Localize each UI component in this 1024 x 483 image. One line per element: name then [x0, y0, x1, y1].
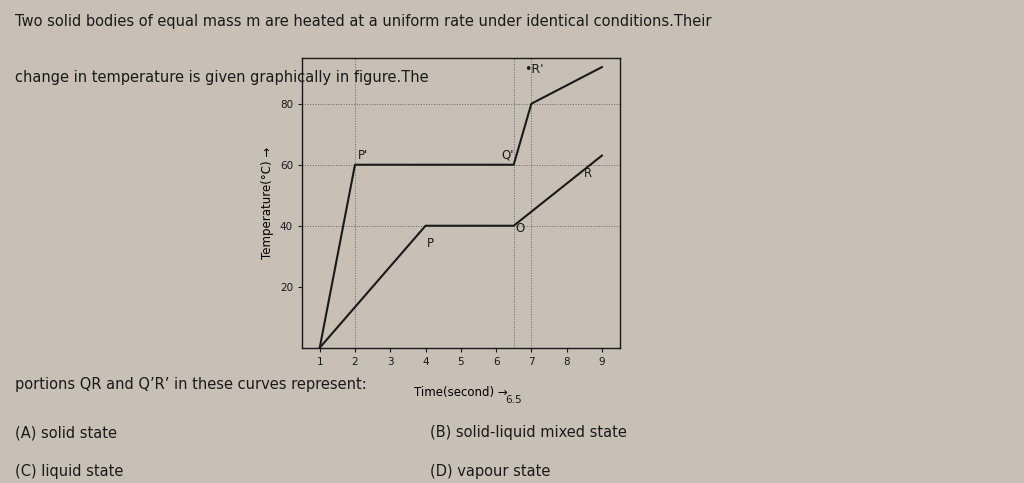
X-axis label: Time(second) →: Time(second) → — [414, 386, 508, 399]
Text: P': P' — [357, 149, 368, 162]
Text: (D) vapour state: (D) vapour state — [430, 464, 551, 479]
Text: Two solid bodies of equal mass m are heated at a uniform rate under identical co: Two solid bodies of equal mass m are hea… — [15, 14, 712, 29]
Text: 6.5: 6.5 — [506, 395, 522, 405]
Text: (A) solid state: (A) solid state — [15, 425, 118, 440]
Text: O: O — [515, 222, 524, 235]
Y-axis label: Temperature(°C) →: Temperature(°C) → — [261, 147, 274, 259]
Text: Q': Q' — [502, 149, 514, 162]
Text: portions QR and Q’R’ in these curves represent:: portions QR and Q’R’ in these curves rep… — [15, 377, 368, 392]
Text: change in temperature is given graphically in figure.The: change in temperature is given graphical… — [15, 70, 429, 85]
Text: P: P — [427, 237, 434, 250]
Text: R: R — [585, 167, 592, 180]
Text: (B) solid-liquid mixed state: (B) solid-liquid mixed state — [430, 425, 627, 440]
Text: (C) liquid state: (C) liquid state — [15, 464, 124, 479]
Text: •R': •R' — [524, 63, 544, 76]
